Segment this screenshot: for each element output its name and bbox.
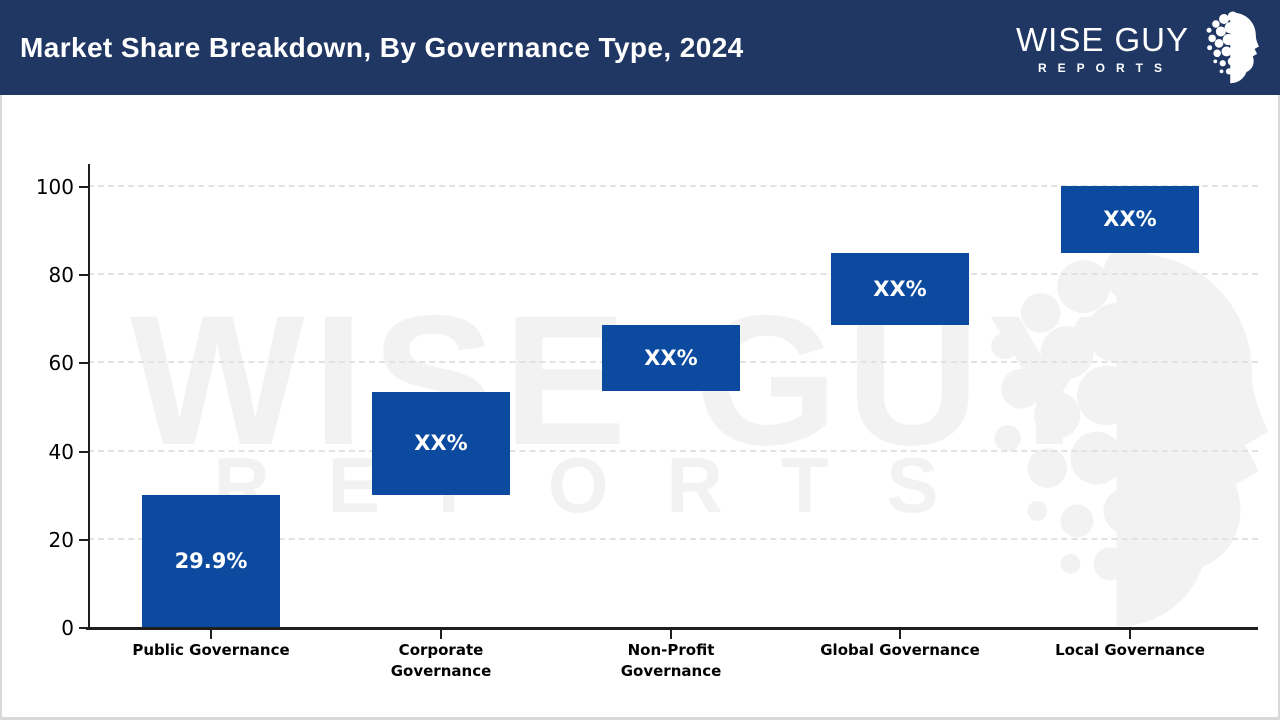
x-axis-line (86, 627, 1258, 630)
bar-value-label: XX% (1103, 207, 1157, 232)
y-tick-label-40: 40 (48, 439, 74, 464)
y-tick-100 (79, 186, 88, 188)
gridline-80 (88, 273, 1258, 276)
bar-non-profit-governance: XX% (602, 325, 740, 392)
wise-guy-logo: WISE GUY REPORTS (1016, 8, 1266, 88)
x-category-label-line: Governance (390, 662, 492, 680)
y-tick-80 (79, 274, 88, 277)
gridline-100 (88, 185, 1258, 187)
x-category-label-line: Local Governance (1055, 641, 1205, 659)
y-tick-60 (79, 362, 88, 365)
x-category-label-line: Governance (620, 662, 722, 680)
bar-local-governance: XX% (1061, 186, 1199, 253)
bar-value-label: 29.9% (174, 549, 248, 574)
y-tick-20 (79, 538, 88, 541)
x-category-label: Public Governance (132, 640, 289, 661)
x-tick-1 (440, 630, 442, 639)
y-tick-label-60: 60 (48, 351, 74, 376)
x-category-label-line: Public Governance (132, 641, 290, 659)
x-tick-0 (210, 630, 212, 639)
x-category-label: Local Governance (1055, 640, 1205, 661)
bar-value-label: XX% (414, 431, 468, 456)
x-tick-2 (670, 630, 672, 639)
y-tick-label-80: 80 (48, 263, 74, 288)
x-category-label: Corporate Governance (391, 640, 492, 682)
y-tick-0 (79, 627, 88, 629)
y-tick-label-20: 20 (48, 527, 74, 552)
page-title: Market Share Breakdown, By Governance Ty… (20, 31, 744, 63)
logo-text: WISE GUY REPORTS (1016, 21, 1189, 75)
logo-wordmark: WISE GUY (1016, 21, 1190, 58)
x-category-label: Non-Profit Governance (621, 640, 722, 682)
header-bar: Market Share Breakdown, By Governance Ty… (0, 0, 1280, 95)
y-tick-label-100: 100 (35, 175, 74, 199)
x-tick-3 (899, 630, 901, 639)
bar-global-governance: XX% (831, 252, 969, 326)
x-tick-4 (1129, 630, 1131, 639)
y-tick-label-0: 0 (61, 616, 74, 640)
x-category-label: Global Governance (820, 640, 980, 661)
gridline-40 (88, 449, 1258, 452)
logo-subtitle: REPORTS (1038, 61, 1174, 75)
x-category-label-line: Non-Profit (627, 641, 715, 659)
y-axis-line (88, 163, 90, 629)
bar-public-governance: 29.9% (142, 495, 280, 627)
bar-value-label: XX% (873, 276, 927, 301)
x-category-label-line: Corporate (398, 641, 484, 659)
gridline-20 (88, 537, 1258, 540)
y-tick-40 (79, 450, 88, 453)
bar-value-label: XX% (644, 346, 698, 371)
x-category-label-line: Global Governance (820, 641, 980, 659)
bar-corporate-governance: XX% (372, 391, 510, 496)
